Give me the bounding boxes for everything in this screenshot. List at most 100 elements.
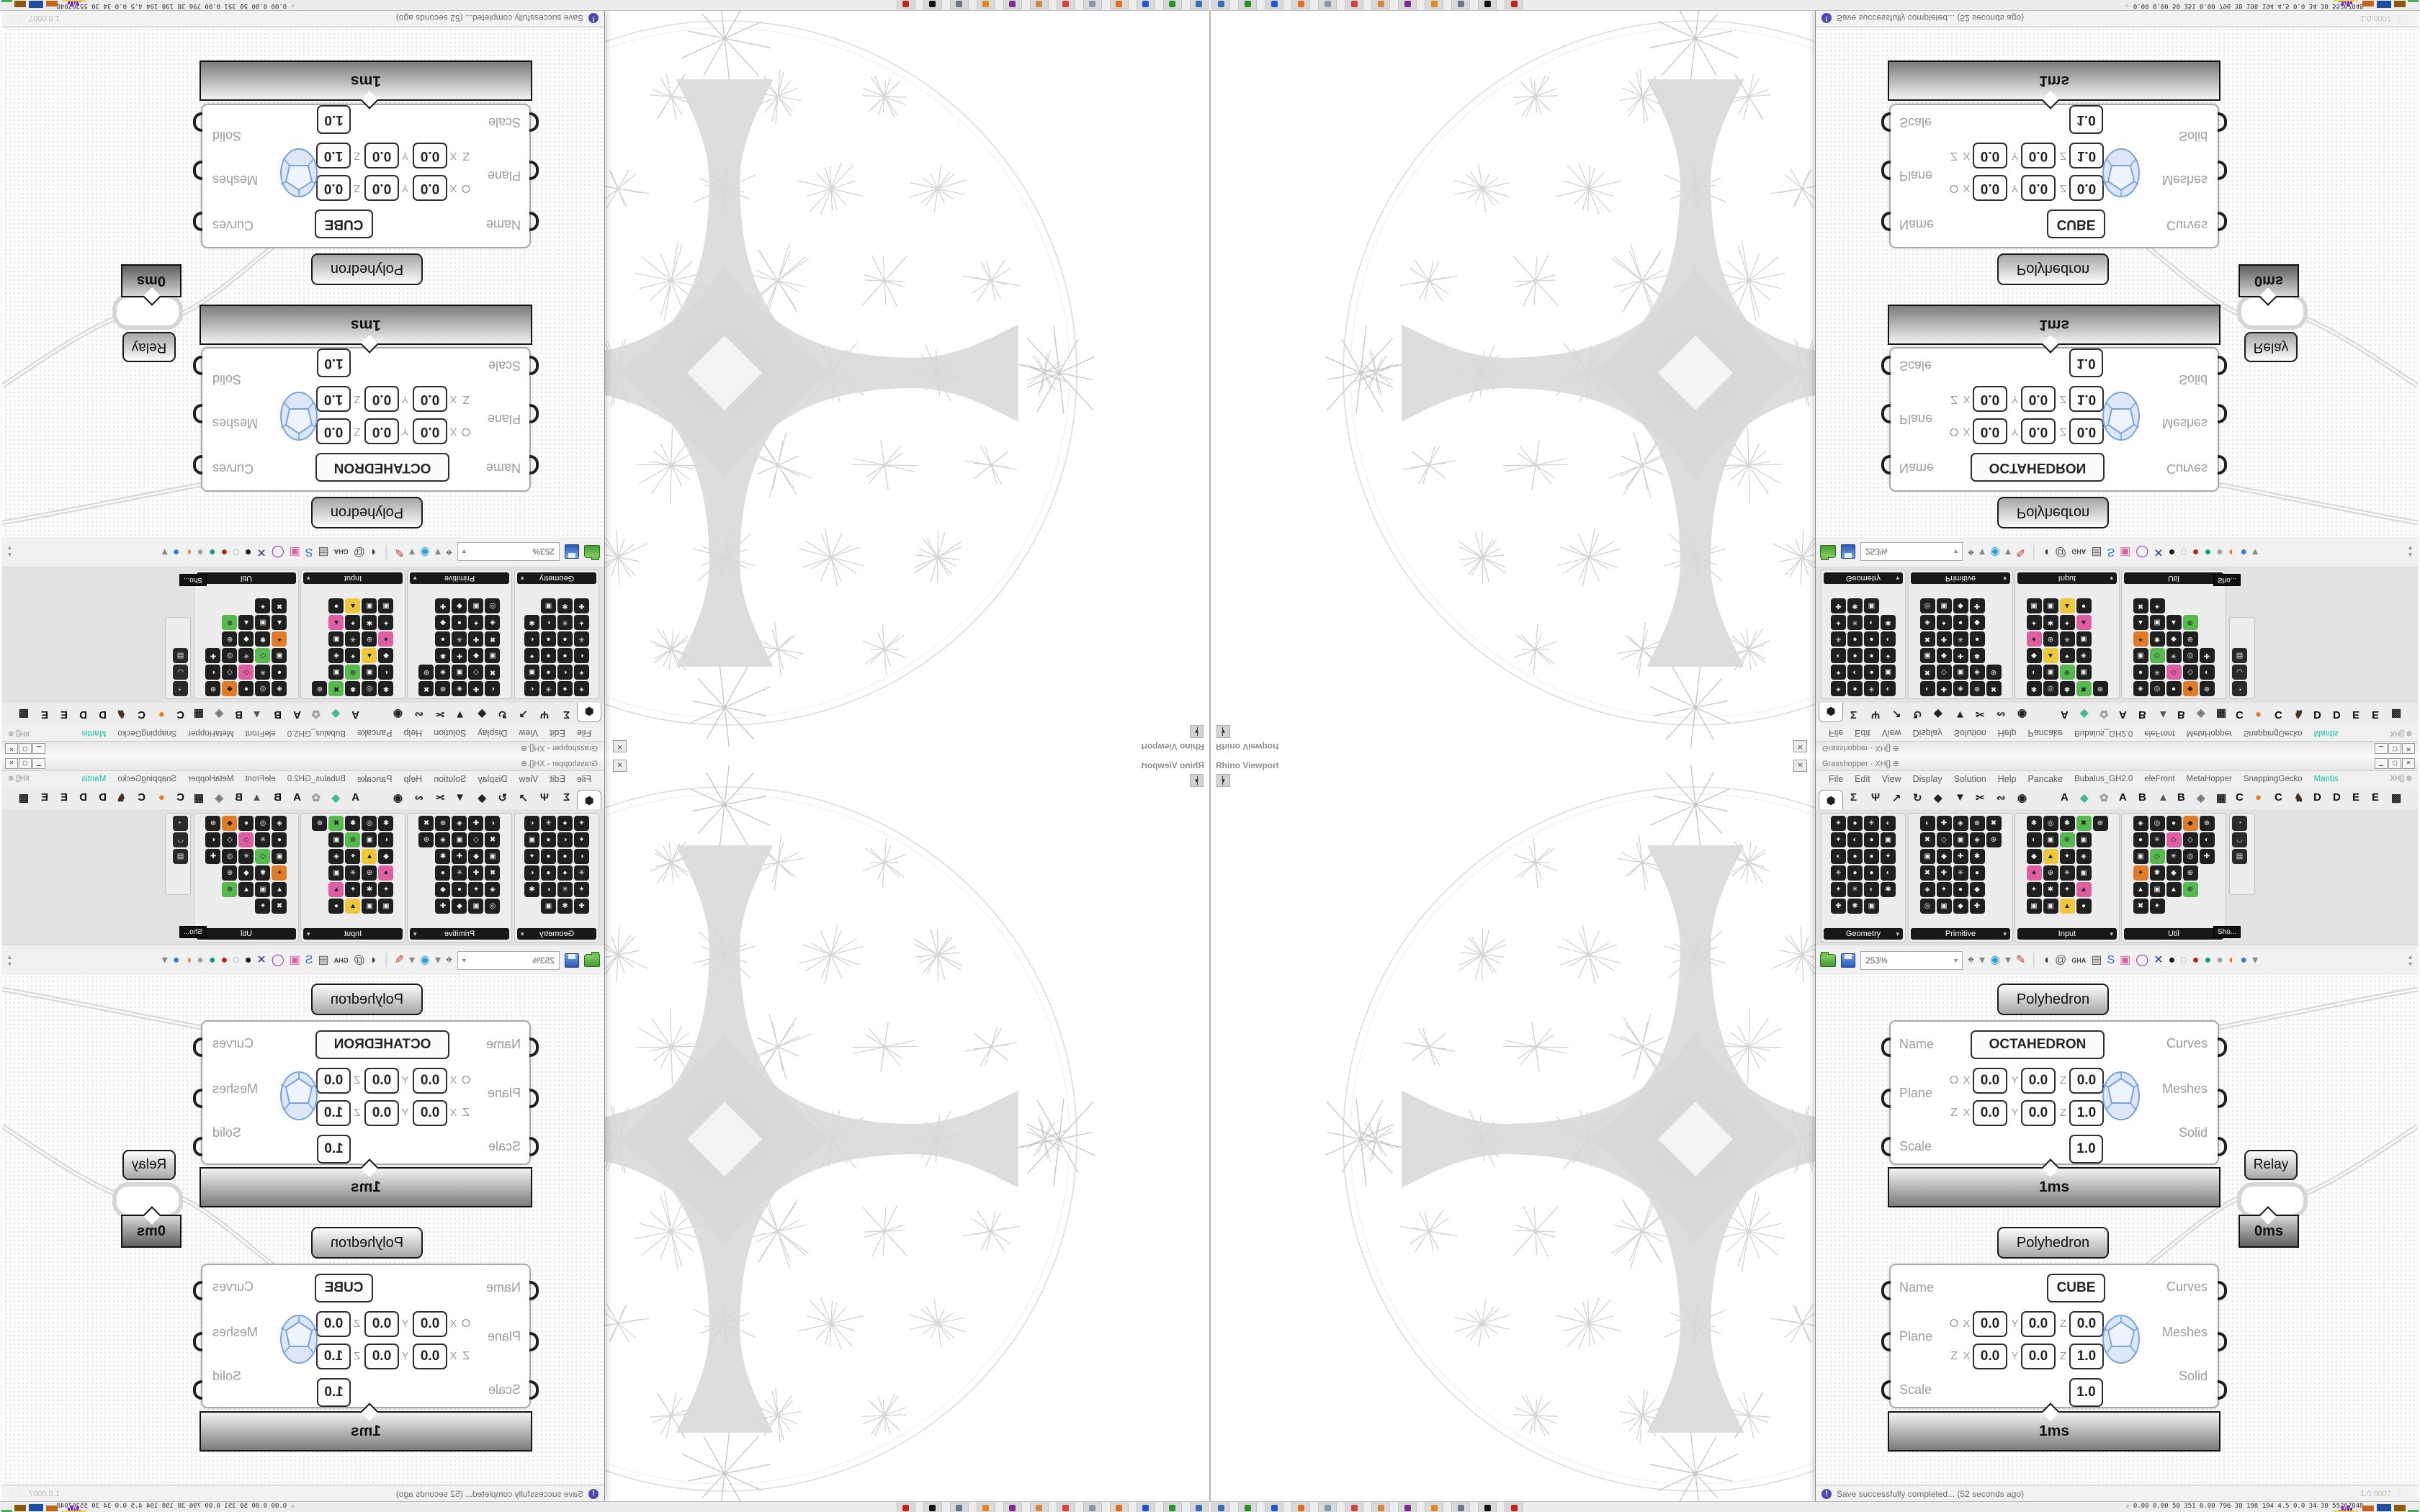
palette-icon[interactable]: ⊕ xyxy=(2092,681,2108,696)
palette-icon[interactable]: ◎ xyxy=(1919,598,1935,613)
maximize-button[interactable]: ▢ xyxy=(19,743,32,754)
tab-maths[interactable]: Σ xyxy=(1850,708,1857,721)
palette-icon[interactable]: ● xyxy=(1953,615,1968,630)
taskbar-icon-gears[interactable] xyxy=(1425,0,1443,9)
palette-icon[interactable]: ✚ xyxy=(1969,899,1985,914)
scale-value-field[interactable]: 1.0 xyxy=(2069,1378,2103,1407)
menu-item-view[interactable]: View xyxy=(1881,774,1901,784)
menu-item-mantis[interactable]: Mantis xyxy=(81,729,107,737)
palette-group-label[interactable]: Primitive ▾ xyxy=(1911,572,2010,584)
plane-value-field[interactable]: 0.0 xyxy=(1973,175,2007,202)
palette-icon[interactable]: ▤ xyxy=(2232,849,2247,864)
palette-icon[interactable]: ▣ xyxy=(2043,665,2058,680)
focus-extents-icon[interactable]: ⌖ xyxy=(445,954,452,966)
palette-icon[interactable]: ◇ xyxy=(468,665,484,680)
palette-icon[interactable]: ◐ xyxy=(1881,865,1896,881)
gh-canvas[interactable]: Polyhedron Name OCTAHEDRON Plane O X 0.0 Y 0… xyxy=(1816,27,2418,537)
palette-icon[interactable]: ✦ xyxy=(1881,648,1896,663)
palette-icon[interactable]: ✚ xyxy=(2199,648,2215,663)
open-file-icon[interactable] xyxy=(584,954,600,967)
palette-icon[interactable]: ◐ xyxy=(1919,816,1935,831)
menu-item-display[interactable]: Display xyxy=(478,774,508,784)
palette-icon[interactable]: ◎ xyxy=(2182,648,2198,663)
tab-shield-icon[interactable]: ◈ xyxy=(215,792,223,804)
palette-icon[interactable]: ◇ xyxy=(222,832,238,847)
palette-icon[interactable]: ✖ xyxy=(328,816,344,831)
palette-icon[interactable]: ▣ xyxy=(2076,832,2092,847)
palette-icon[interactable]: ✱ xyxy=(2043,615,2058,630)
taskbar-icon-monitor[interactable] xyxy=(1190,1503,1209,1512)
palette-icon[interactable]: ✱ xyxy=(2149,631,2165,647)
menu-item-help[interactable]: Help xyxy=(403,774,423,784)
tab-plugin-D-13[interactable]: D xyxy=(2313,708,2321,721)
plane-value-field[interactable]: 1.0 xyxy=(316,143,351,169)
palette-icon[interactable]: ⊕ xyxy=(362,865,377,881)
lock-icon[interactable]: ✕ xyxy=(2154,546,2164,558)
tab-plugin-B-4[interactable]: B xyxy=(2138,708,2146,721)
palette-icon[interactable]: ▣ xyxy=(378,899,394,914)
component-header-button[interactable]: Polyhedron xyxy=(1997,1227,2109,1259)
viewport-collapse-button[interactable]: ▾ xyxy=(1190,725,1204,738)
palette-icon[interactable]: ▣ xyxy=(1881,665,1896,680)
palette-icon[interactable]: ◇ xyxy=(2182,665,2198,680)
plane-value-field[interactable]: 0.0 xyxy=(2021,143,2056,169)
palette-icon[interactable]: ◔ xyxy=(173,681,188,696)
save-file-icon[interactable] xyxy=(1841,544,1855,559)
palette-icon[interactable]: ▣ xyxy=(1881,832,1896,847)
name-value-field[interactable]: CUBE xyxy=(2047,1274,2105,1302)
tab-display[interactable]: ◉ xyxy=(2017,708,2027,720)
cluster-icon[interactable]: ▣ xyxy=(2120,546,2131,558)
scale-value-field[interactable]: 1.0 xyxy=(2069,1135,2103,1164)
polyhedron-component[interactable]: Name OCTAHEDRON Plane O X 0.0 Y 0.0 Z 0.0 Z X 0.… xyxy=(193,1020,539,1165)
palette-icon[interactable]: ⊕ xyxy=(418,832,434,847)
palette-icon[interactable]: ◎ xyxy=(2043,681,2058,696)
tab-vector[interactable]: ↗ xyxy=(1892,708,1901,720)
palette-icon[interactable]: ✖ xyxy=(272,598,287,613)
palette-icon[interactable]: ✳ xyxy=(1831,631,1846,647)
gh-canvas[interactable]: Polyhedron Name OCTAHEDRON Plane O X 0.0 Y 0… xyxy=(1816,975,2418,1485)
palette-icon[interactable]: ◈ xyxy=(328,648,344,663)
palette-icon[interactable]: ✖ xyxy=(485,865,501,881)
tab-curve[interactable]: ↻ xyxy=(498,708,507,720)
plane-value-field[interactable]: 0.0 xyxy=(413,143,447,169)
palette-icon[interactable]: ▲ xyxy=(345,598,361,613)
palette-icon[interactable]: ▣ xyxy=(1864,598,1879,613)
palette-icon[interactable]: ◐ xyxy=(1864,615,1879,630)
palette-icon[interactable]: ◐ xyxy=(541,882,556,897)
palette-icon[interactable]: ✦ xyxy=(345,648,361,663)
gha-icon[interactable]: GHA xyxy=(2071,956,2087,964)
viewport-close-button[interactable]: ✕ xyxy=(1793,740,1807,752)
gh-canvas[interactable]: Polyhedron Name OCTAHEDRON Plane O X 0.0 Y 0… xyxy=(2,975,604,1485)
taskbar-icon-gamepad-2[interactable] xyxy=(1371,0,1390,9)
plane-value-field[interactable]: 1.0 xyxy=(2069,143,2104,169)
palette-icon[interactable]: ✚ xyxy=(1936,681,1952,696)
toolbar-overflow-icon[interactable]: ▲ ▼ xyxy=(2407,544,2414,559)
minimize-button[interactable]: ▁ xyxy=(32,758,45,769)
palette-icon[interactable]: ✱ xyxy=(557,899,573,914)
palette-icon[interactable]: ◎ xyxy=(2043,816,2058,831)
taskbar-icon-media-red[interactable] xyxy=(897,1503,915,1512)
palette-group-label[interactable]: Primitive ▾ xyxy=(410,572,509,584)
tab-params[interactable]: ⬢ xyxy=(577,702,601,722)
tab-flower-icon[interactable]: ✿ xyxy=(2099,792,2109,804)
viewport-close-button[interactable]: ✕ xyxy=(613,760,627,772)
palette-icon[interactable]: ◇ xyxy=(2149,648,2165,663)
palette-icon[interactable]: ✱ xyxy=(524,615,539,630)
palette-icon[interactable]: ▲ xyxy=(328,615,344,630)
palette-icon[interactable]: ▲ xyxy=(345,899,361,914)
palette-icon[interactable]: ▲ xyxy=(272,615,287,630)
palette-icon[interactable]: ◈ xyxy=(1919,882,1935,897)
menu-item-solution[interactable]: Solution xyxy=(434,774,467,784)
component-header-button[interactable]: Polyhedron xyxy=(1997,253,2109,285)
tab-plugin-B-6[interactable]: B xyxy=(2177,708,2185,721)
palette-icon[interactable]: ▣ xyxy=(378,598,394,613)
palette-icon[interactable]: ✳ xyxy=(1847,615,1863,630)
tab-shield-icon[interactable]: ◈ xyxy=(2197,792,2205,804)
palette-group-label[interactable]: Input ▾ xyxy=(2017,928,2117,940)
palette-icon[interactable]: ◇ xyxy=(2166,832,2182,847)
tab-mountain-icon[interactable]: ▲ xyxy=(2158,708,2169,721)
search-icon[interactable]: S xyxy=(305,546,313,558)
balloon-icon[interactable]: ◯ xyxy=(271,546,284,558)
menu-item-bubalus_gh2.0[interactable]: Bubalus_GH2.0 xyxy=(287,729,346,737)
palette-icon[interactable]: ✱ xyxy=(345,816,361,831)
